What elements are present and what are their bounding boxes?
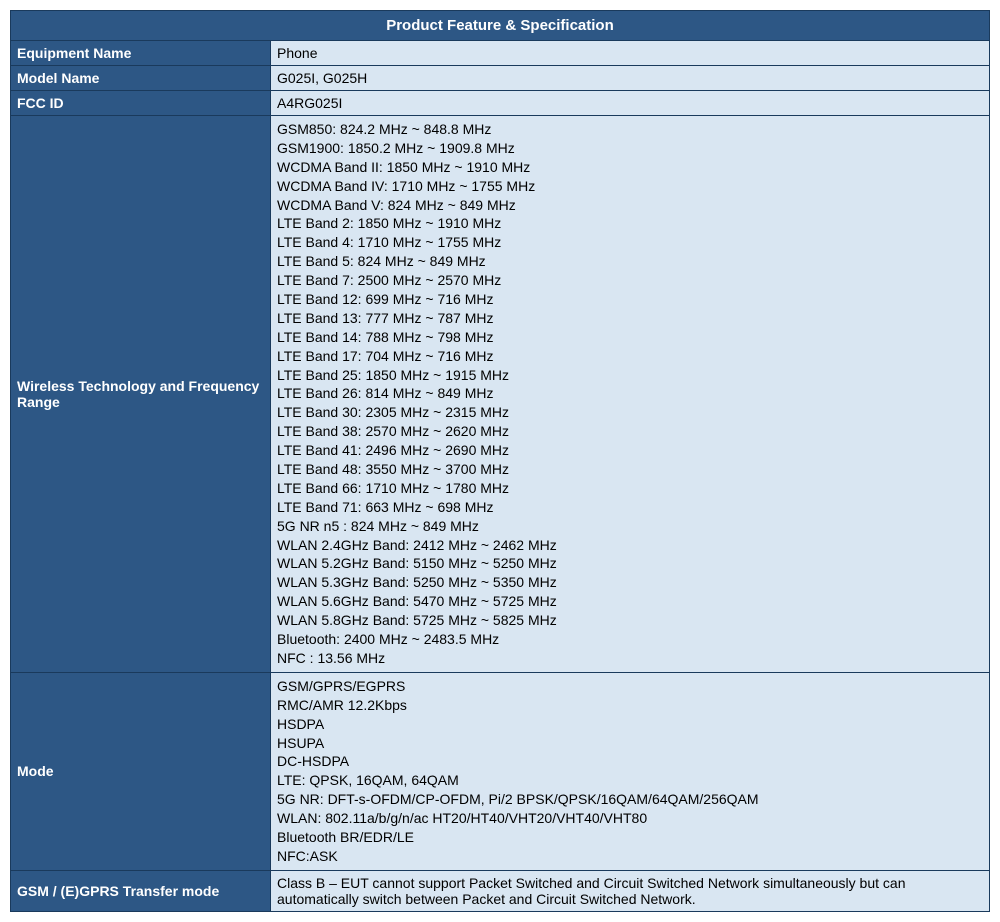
table-row: Wireless Technology and Frequency Range … bbox=[11, 116, 990, 673]
label-gsm-transfer-mode: GSM / (E)GPRS Transfer mode bbox=[11, 870, 271, 911]
value-equipment-name: Phone bbox=[271, 41, 990, 66]
label-wireless-technology: Wireless Technology and Frequency Range bbox=[11, 116, 271, 673]
table-header-row: Product Feature & Specification bbox=[11, 11, 990, 41]
label-equipment-name: Equipment Name bbox=[11, 41, 271, 66]
value-model-name: G025I, G025H bbox=[271, 66, 990, 91]
table-row: GSM / (E)GPRS Transfer mode Class B – EU… bbox=[11, 870, 990, 911]
label-fcc-id: FCC ID bbox=[11, 91, 271, 116]
value-gsm-transfer-mode: Class B – EUT cannot support Packet Swit… bbox=[271, 870, 990, 911]
table-row: Mode GSM/GPRS/EGPRS RMC/AMR 12.2Kbps HSD… bbox=[11, 672, 990, 870]
value-fcc-id: A4RG025I bbox=[271, 91, 990, 116]
spec-table: Product Feature & Specification Equipmen… bbox=[10, 10, 990, 912]
table-title: Product Feature & Specification bbox=[11, 11, 990, 41]
table-row: Equipment Name Phone bbox=[11, 41, 990, 66]
value-mode: GSM/GPRS/EGPRS RMC/AMR 12.2Kbps HSDPA HS… bbox=[271, 672, 990, 870]
value-wireless-technology: GSM850: 824.2 MHz ~ 848.8 MHz GSM1900: 1… bbox=[271, 116, 990, 673]
table-row: Model Name G025I, G025H bbox=[11, 66, 990, 91]
table-row: FCC ID A4RG025I bbox=[11, 91, 990, 116]
label-model-name: Model Name bbox=[11, 66, 271, 91]
label-mode: Mode bbox=[11, 672, 271, 870]
